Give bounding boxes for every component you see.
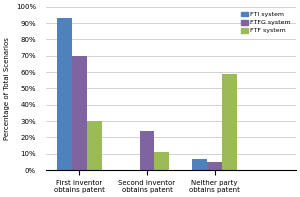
Bar (222, 74, 237, 170)
Bar (72, 56, 87, 170)
Bar (57, 18, 72, 170)
Bar (207, 162, 222, 170)
Y-axis label: Percentage of Total Scenarios: Percentage of Total Scenarios (4, 37, 10, 140)
Bar (87, 121, 102, 170)
Bar (154, 152, 169, 170)
Legend: FTI system, FTFG system, FTF system: FTI system, FTFG system, FTF system (240, 10, 293, 35)
Bar (192, 159, 207, 170)
Bar (140, 131, 154, 170)
